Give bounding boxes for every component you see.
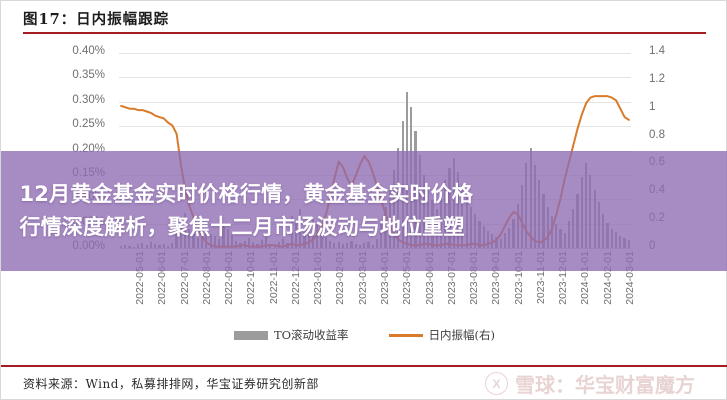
bar-swatch-icon (233, 330, 268, 340)
left-y-tick-label: 0.25% (72, 118, 105, 131)
gridline (119, 77, 631, 79)
right-y-tick-label: 1.4 (649, 45, 665, 57)
left-y-tick-label: 0.35% (72, 69, 105, 82)
headline-line-1: 12月黄金基金实时价格行情，黄金基金实时价格 (19, 182, 474, 206)
headline-text: 12月黄金基金实时价格行情，黄金基金实时价格 行情深度解析，聚焦十二月市场波动与… (20, 178, 710, 244)
left-y-tick-label: 0.40% (72, 45, 105, 57)
legend-item-to-return: TO滚动收益率 (233, 327, 349, 343)
watermark: X 雪球：华宝财富魔方 (485, 369, 695, 398)
gridline (119, 101, 631, 103)
headline-overlay: 12月黄金基金实时价格行情，黄金基金实时价格 行情深度解析，聚焦十二月市场波动与… (1, 151, 727, 271)
legend-label-to-return: TO滚动收益率 (273, 328, 349, 342)
xueqiu-logo-icon: X (485, 372, 508, 395)
headline-line-2: 行情深度解析，聚焦十二月市场波动与地位重塑 (19, 215, 465, 239)
line-swatch-icon (388, 333, 423, 337)
watermark-text: 雪球：华宝财富魔方 (515, 373, 695, 397)
right-y-tick-label: 1 (649, 100, 656, 113)
legend-item-intraday-amplitude: 日内振幅(右) (388, 327, 496, 343)
left-y-tick-label: 0.30% (72, 93, 105, 106)
gridline (119, 53, 631, 54)
legend-label-intraday-amplitude: 日内振幅(右) (428, 328, 496, 342)
source-note: 资料来源：Wind，私募排排网，华宝证券研究创新部 (23, 377, 319, 391)
title-divider (23, 32, 706, 34)
chart-legend: TO滚动收益率 日内振幅(右) (23, 324, 706, 346)
right-y-tick-label: 0.8 (649, 128, 665, 141)
right-y-tick-label: 1.2 (649, 72, 665, 85)
source-divider (1, 365, 727, 367)
page-title: 图17：日内振幅跟踪 (23, 11, 170, 28)
gridline (119, 126, 631, 128)
